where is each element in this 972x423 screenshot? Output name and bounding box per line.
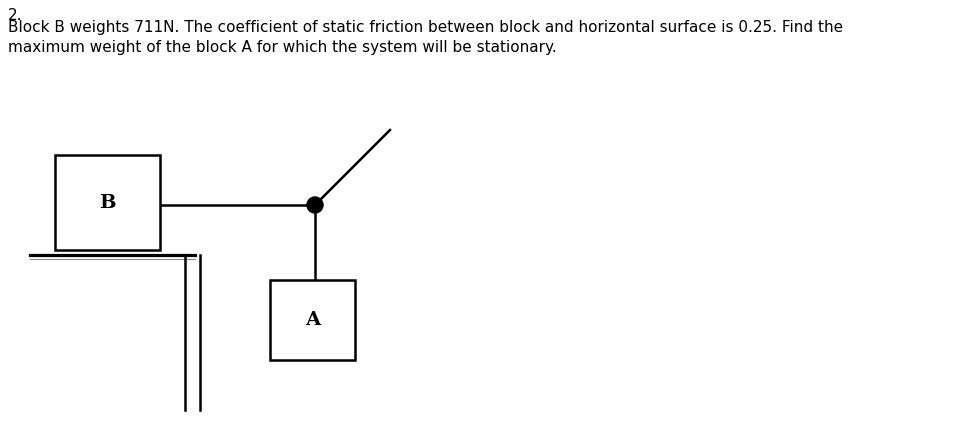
Bar	[270, 280, 355, 360]
Text: 2.: 2.	[8, 8, 22, 23]
Text: Block B weights 711N. The coefficient of static friction between block and horiz: Block B weights 711N. The coefficient of…	[8, 20, 843, 35]
Text: B: B	[99, 193, 116, 212]
Text: maximum weight of the block A for which the system will be stationary.: maximum weight of the block A for which …	[8, 40, 557, 55]
Circle shape	[307, 197, 323, 213]
Text: A: A	[305, 311, 320, 329]
Bar	[55, 155, 160, 250]
